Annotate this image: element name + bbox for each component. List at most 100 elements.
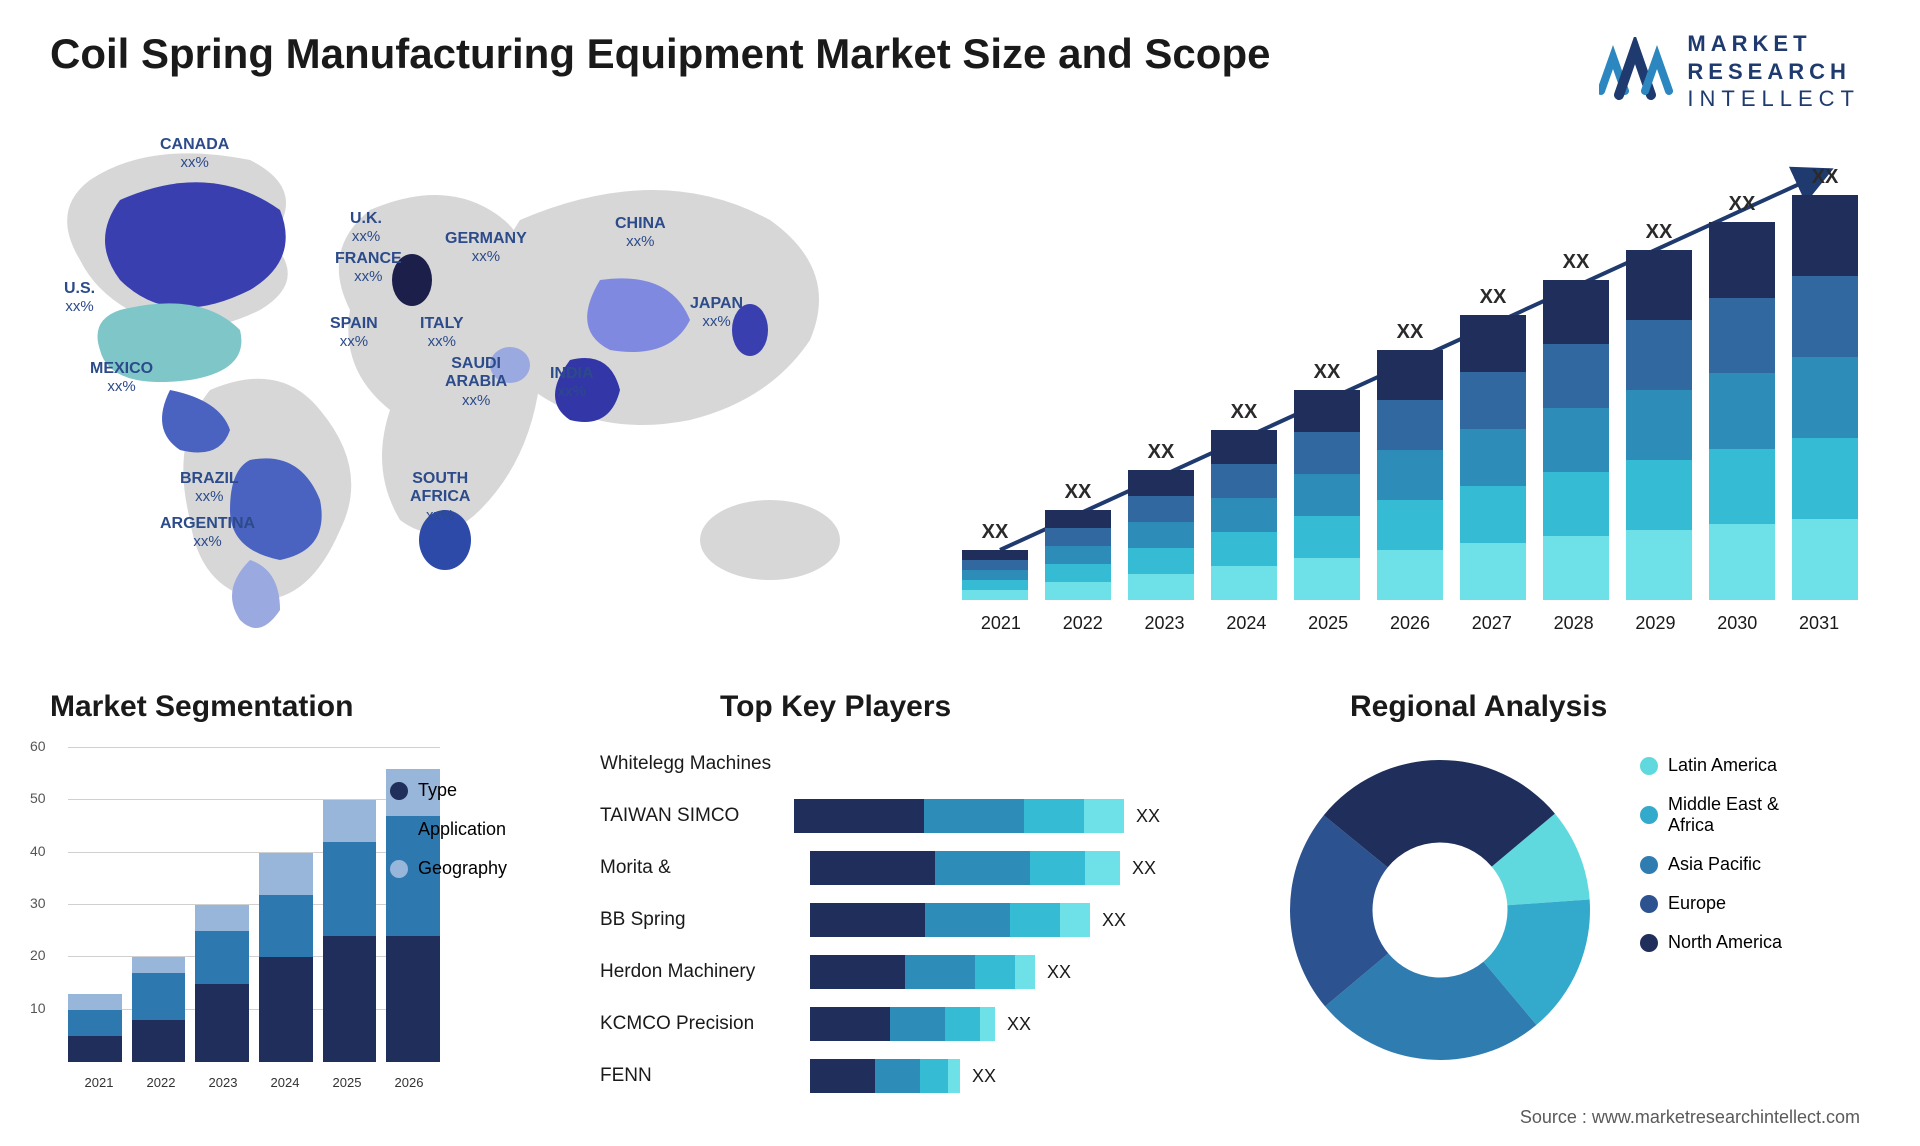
keyplayer-value: XX bbox=[972, 1066, 996, 1087]
map-label: INDIAxx% bbox=[550, 365, 594, 401]
growth-bar: XX bbox=[1375, 321, 1445, 600]
keyplayer-name: Herdon Machinery bbox=[600, 961, 810, 983]
seg-xlabel: 2026 bbox=[386, 1075, 432, 1090]
map-label: U.S.xx% bbox=[64, 280, 95, 316]
keyplayer-row: BB Spring XX bbox=[600, 896, 1160, 944]
growth-xlabel: 2027 bbox=[1457, 613, 1527, 634]
legend-item: Asia Pacific bbox=[1640, 854, 1782, 875]
growth-xlabel: 2030 bbox=[1702, 613, 1772, 634]
keyplayer-value: XX bbox=[1007, 1014, 1031, 1035]
logo-line3: INTELLECT bbox=[1687, 85, 1860, 113]
bar-top-label: XX bbox=[1646, 221, 1673, 244]
keyplayer-bar bbox=[810, 955, 1035, 989]
keyplayers-title: Top Key Players bbox=[720, 690, 951, 724]
keyplayer-bar bbox=[794, 799, 1124, 833]
bar-top-label: XX bbox=[1148, 441, 1175, 464]
growth-bar: XX bbox=[1126, 441, 1196, 600]
keyplayer-row: FENN XX bbox=[600, 1052, 1160, 1100]
seg-bar bbox=[132, 957, 186, 1062]
legend-item: North America bbox=[1640, 932, 1782, 953]
growth-bar: XX bbox=[1292, 361, 1362, 600]
map-label: MEXICOxx% bbox=[90, 360, 153, 396]
keyplayer-bar bbox=[810, 851, 1120, 885]
keyplayer-bar bbox=[810, 1059, 960, 1093]
map-label: JAPANxx% bbox=[690, 295, 743, 331]
source-citation: Source : www.marketresearchintellect.com bbox=[1520, 1107, 1860, 1128]
bar-top-label: XX bbox=[1065, 481, 1092, 504]
keyplayer-value: XX bbox=[1136, 806, 1160, 827]
growth-xlabel: 2025 bbox=[1293, 613, 1363, 634]
seg-ytick: 10 bbox=[30, 1000, 46, 1016]
segmentation-legend: Type Application Geography bbox=[390, 780, 507, 897]
logo-line1: MARKET bbox=[1687, 30, 1860, 58]
legend-item: Latin America bbox=[1640, 755, 1782, 776]
brand-logo: MARKET RESEARCH INTELLECT bbox=[1599, 30, 1860, 113]
seg-ytick: 40 bbox=[30, 843, 46, 859]
growth-xlabel: 2021 bbox=[966, 613, 1036, 634]
map-label: CHINAxx% bbox=[615, 215, 666, 251]
seg-bar bbox=[195, 905, 249, 1062]
map-label: ITALYxx% bbox=[420, 315, 464, 351]
regional-legend: Latin America Middle East &Africa Asia Pac… bbox=[1640, 755, 1782, 971]
legend-item: Application bbox=[390, 819, 507, 840]
growth-bar: XX bbox=[1790, 166, 1860, 600]
seg-bar bbox=[259, 853, 313, 1062]
keyplayer-name: Whitelegg Machines bbox=[600, 753, 810, 775]
keyplayer-name: Morita & bbox=[600, 857, 810, 879]
world-map: CANADAxx%U.S.xx%MEXICOxx%BRAZILxx%ARGENT… bbox=[50, 140, 870, 640]
map-label: BRAZILxx% bbox=[180, 470, 239, 506]
growth-bar: XX bbox=[1541, 251, 1611, 600]
keyplayer-name: TAIWAN SIMCO bbox=[600, 805, 794, 827]
bar-top-label: XX bbox=[982, 521, 1009, 544]
keyplayer-value: XX bbox=[1102, 910, 1126, 931]
map-label: SPAINxx% bbox=[330, 315, 378, 351]
growth-bar: XX bbox=[1707, 193, 1777, 600]
seg-xlabel: 2025 bbox=[324, 1075, 370, 1090]
growth-xlabel: 2026 bbox=[1375, 613, 1445, 634]
keyplayer-row: Morita &XX bbox=[600, 844, 1160, 892]
bar-top-label: XX bbox=[1397, 321, 1424, 344]
seg-xlabel: 2021 bbox=[76, 1075, 122, 1090]
seg-xlabel: 2023 bbox=[200, 1075, 246, 1090]
map-label: CANADAxx% bbox=[160, 136, 229, 172]
map-label: SOUTHAFRICAxx% bbox=[410, 470, 470, 524]
growth-bar-chart: XXXXXXXXXXXXXXXXXXXXXX 20212022202320242… bbox=[960, 150, 1860, 640]
map-label: ARGENTINAxx% bbox=[160, 515, 255, 551]
map-label: SAUDIARABIAxx% bbox=[445, 355, 507, 409]
keyplayer-row: KCMCO Precision XX bbox=[600, 1000, 1160, 1048]
bar-top-label: XX bbox=[1480, 286, 1507, 309]
page-title: Coil Spring Manufacturing Equipment Mark… bbox=[50, 30, 1270, 78]
keyplayer-bar bbox=[810, 1007, 995, 1041]
keyplayer-bar bbox=[810, 903, 1090, 937]
bar-top-label: XX bbox=[1563, 251, 1590, 274]
legend-item: Type bbox=[390, 780, 507, 801]
segmentation-title: Market Segmentation bbox=[50, 690, 353, 724]
growth-bar: XX bbox=[1624, 221, 1694, 600]
seg-ytick: 50 bbox=[30, 790, 46, 806]
keyplayer-value: XX bbox=[1047, 962, 1071, 983]
keyplayers-chart: Whitelegg Machines TAIWAN SIMCO XX Morita &… bbox=[600, 740, 1160, 1100]
keyplayer-name: KCMCO Precision bbox=[600, 1013, 810, 1035]
logo-line2: RESEARCH bbox=[1687, 58, 1860, 86]
keyplayer-name: BB Spring bbox=[600, 909, 810, 931]
keyplayer-row: Whitelegg Machines bbox=[600, 740, 1160, 788]
legend-item: Geography bbox=[390, 858, 507, 879]
growth-bar: XX bbox=[960, 521, 1030, 600]
legend-item: Middle East &Africa bbox=[1640, 794, 1782, 836]
seg-xlabel: 2024 bbox=[262, 1075, 308, 1090]
growth-xlabel: 2024 bbox=[1211, 613, 1281, 634]
map-label: GERMANYxx% bbox=[445, 230, 527, 266]
keyplayer-name: FENN bbox=[600, 1065, 810, 1087]
legend-item: Europe bbox=[1640, 893, 1782, 914]
growth-xlabel: 2031 bbox=[1784, 613, 1854, 634]
bar-top-label: XX bbox=[1812, 166, 1839, 189]
growth-bar: XX bbox=[1043, 481, 1113, 600]
bar-top-label: XX bbox=[1231, 401, 1258, 424]
seg-ytick: 60 bbox=[30, 738, 46, 754]
map-label: FRANCExx% bbox=[335, 250, 402, 286]
growth-xlabel: 2029 bbox=[1620, 613, 1690, 634]
keyplayer-row: Herdon Machinery XX bbox=[600, 948, 1160, 996]
seg-xlabel: 2022 bbox=[138, 1075, 184, 1090]
seg-ytick: 20 bbox=[30, 947, 46, 963]
seg-ytick: 30 bbox=[30, 895, 46, 911]
